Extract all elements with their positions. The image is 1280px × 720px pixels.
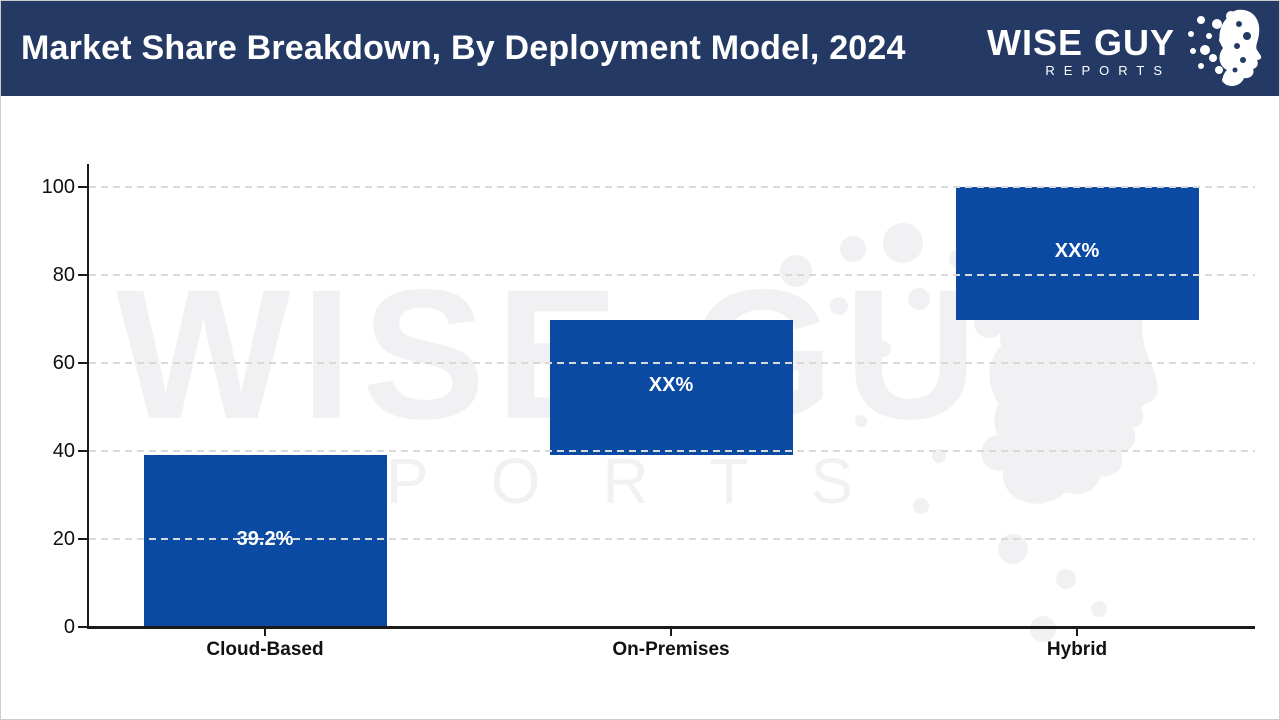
brand-face-dots-icon (1188, 9, 1262, 86)
bar-cloud-based (143, 454, 387, 627)
y-tick-label-0: 0 (63, 616, 75, 638)
chart-plot-area: 39.2% XX% XX% 0 20 40 60 80 100 Cloud-Based On-Pre… (1, 96, 1279, 719)
x-tick-label-on-premises: On-Premises (612, 639, 730, 660)
gridline-60 (89, 362, 1255, 364)
x-tick-label-hybrid: Hybrid (1046, 639, 1108, 660)
y-tick-label-100: 100 (41, 176, 75, 198)
bar-value-label-cloud-based: 39.2% (236, 527, 294, 550)
y-tick-80 (78, 274, 87, 276)
y-tick-label-40: 40 (52, 440, 75, 462)
y-tick-40 (78, 450, 87, 452)
bar-value-label-hybrid: XX% (1054, 240, 1100, 263)
page-title: Market Share Breakdown, By Deployment Mo… (21, 29, 906, 67)
bar-value-label-on-premises: XX% (648, 374, 694, 397)
y-tick-label-60: 60 (52, 352, 75, 374)
bar-hybrid (955, 187, 1199, 320)
x-tick-on-premises (670, 628, 672, 636)
y-axis-line (86, 164, 89, 629)
y-tick-0 (78, 626, 87, 628)
y-tick-20 (78, 538, 87, 540)
x-axis-line (87, 626, 1255, 629)
header-bar: Market Share Breakdown, By Deployment Mo… (1, 1, 1279, 96)
gridline-100 (89, 186, 1255, 188)
x-tick-label-cloud-based: Cloud-Based (206, 639, 324, 660)
x-tick-hybrid (1076, 628, 1078, 636)
gridline-40 (89, 450, 1255, 452)
y-tick-label-20: 20 (52, 528, 75, 550)
y-tick-60 (78, 362, 87, 364)
brand-reports-label: REPORTS (1045, 63, 1171, 78)
gridline-20 (89, 538, 1255, 540)
gridline-80 (89, 274, 1255, 276)
y-tick-label-80: 80 (52, 264, 75, 286)
brand-wordmark: WISE GUY (986, 22, 1175, 63)
brand-logo: WISE GUY REPORTS (987, 1, 1267, 96)
bar-on-premises (549, 319, 793, 455)
y-tick-100 (78, 186, 87, 188)
x-tick-cloud-based (264, 628, 266, 636)
